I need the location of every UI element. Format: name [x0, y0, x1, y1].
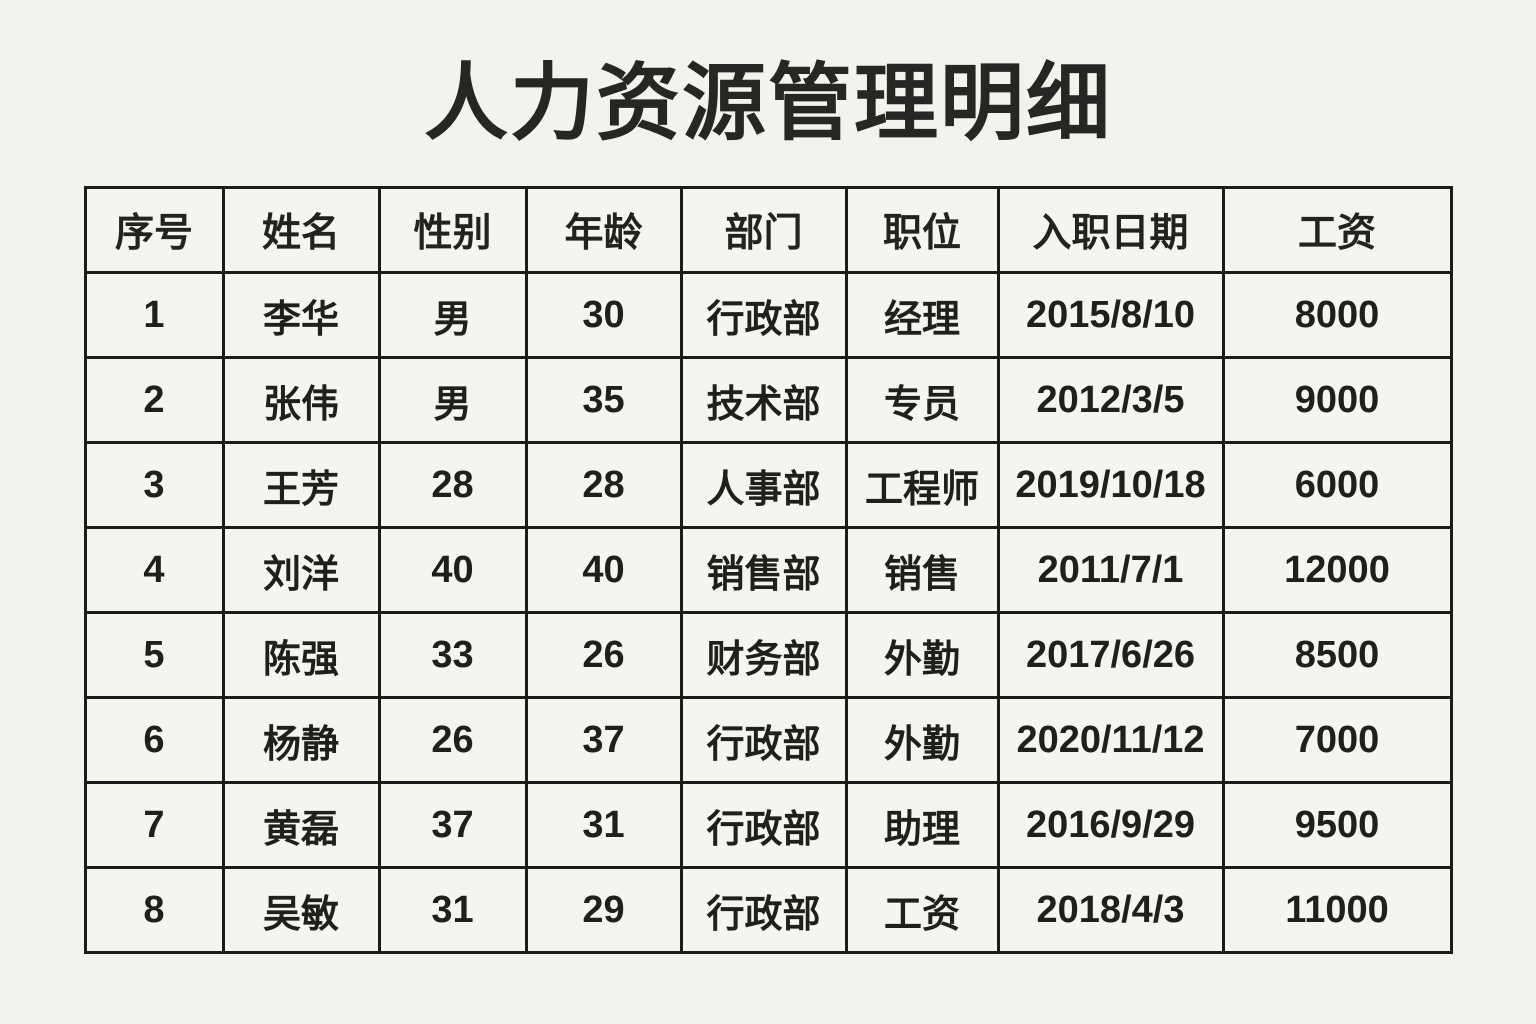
table-row: 7 黄磊 37 31 行政部 助理 2016/9/29 9500 — [83, 781, 1453, 869]
table-row: 2 张伟男 35 技术部 专员 2012/3/5 9000 — [83, 356, 1453, 444]
header-row: 序号 姓名 性别 年龄 部门 职位 入职日期 工资 — [83, 186, 1453, 274]
table-cell: 2 — [83, 356, 225, 444]
table-cell: 杨静 — [221, 696, 381, 784]
table-cell: 7 — [83, 781, 225, 869]
header-cell: 序号 — [83, 186, 225, 274]
table-row: 8 吴敏 31 29 行政部 工资 2018/4/3 11000 — [83, 866, 1453, 954]
table-cell: 吴敏 — [221, 866, 381, 954]
table-cell: 2019/10/18 — [996, 441, 1225, 529]
table-cell: 2012/3/5 — [996, 356, 1225, 444]
table-cell: 行政部 — [679, 696, 848, 784]
table-cell: 40 — [524, 526, 683, 614]
table-cell: 31 — [524, 781, 683, 869]
header-cell: 姓名 — [221, 186, 381, 274]
header-cell: 性别 — [377, 186, 528, 274]
table-cell: 28 — [524, 441, 683, 529]
table-cell: 工资 — [844, 866, 1000, 954]
table-cell: 6000 — [1221, 441, 1453, 529]
table-cell: 2018/4/3 — [996, 866, 1225, 954]
table-row: 5 陈强 33 26 财务部 外勤 2017/6/26 8500 — [83, 611, 1453, 699]
table-cell: 销售 — [844, 526, 1000, 614]
table-cell: 26 — [377, 696, 528, 784]
table-cell: 2020/11/12 — [996, 696, 1225, 784]
page-title: 人力资源管理明细 — [423, 56, 1112, 150]
table-cell: 外勤 — [844, 696, 1000, 784]
table-row: 6 杨静 26 37 行政部 外勤 2020/11/12 7000 — [83, 696, 1453, 784]
table-cell: 40 — [377, 526, 528, 614]
table-cell: 工程师 — [844, 441, 1000, 529]
table-cell: 销售部 — [679, 526, 848, 614]
table-cell: 男 — [377, 271, 528, 359]
table-cell: 8 — [83, 866, 225, 954]
table-cell: 行政部 — [679, 271, 848, 359]
table-cell: 6 — [83, 696, 225, 784]
table-cell: 9500 — [1221, 781, 1453, 869]
table-cell: 4 — [83, 526, 225, 614]
table-cell: 11000 — [1221, 866, 1453, 954]
table-cell: 刘洋 — [221, 526, 381, 614]
table-cell: 8500 — [1221, 611, 1453, 699]
table-body: 1 李华男 30 行政部 经理 2015/8/10 8000 2 张伟男 35 技术部 专员 2012/… — [83, 271, 1453, 954]
table-cell: 3 — [83, 441, 225, 529]
table-cell: 33 — [377, 611, 528, 699]
table-cell: 财务部 — [679, 611, 848, 699]
table-cell: 外勤 — [844, 611, 1000, 699]
table-cell: 2011/7/1 — [996, 526, 1225, 614]
table-cell: 37 — [524, 696, 683, 784]
table-cell: 王芳 — [221, 441, 381, 529]
table-row: 1 李华男 30 行政部 经理 2015/8/10 8000 — [83, 271, 1453, 359]
table-cell: 技术部 — [679, 356, 848, 444]
table-cell: 行政部 — [679, 781, 848, 869]
table-cell: 26 — [524, 611, 683, 699]
table-cell: 人事部 — [679, 441, 848, 529]
table-cell: 李华 — [221, 271, 381, 359]
table-cell: 1 — [83, 271, 225, 359]
table-cell: 31 — [377, 866, 528, 954]
table-cell: 12000 — [1221, 526, 1453, 614]
table-cell: 35 — [524, 356, 683, 444]
table-cell: 8000 — [1221, 271, 1453, 359]
table-cell: 29 — [524, 866, 683, 954]
table-cell: 30 — [524, 271, 683, 359]
table-cell: 张伟 — [221, 356, 381, 444]
header-cell: 年龄 — [524, 186, 683, 274]
table-cell: 7000 — [1221, 696, 1453, 784]
table-cell: 行政部 — [679, 866, 848, 954]
table-cell: 专员 — [844, 356, 1000, 444]
table-cell: 陈强 — [221, 611, 381, 699]
table-cell: 28 — [377, 441, 528, 529]
header-cell: 部门 — [679, 186, 848, 274]
table-cell: 助理 — [844, 781, 1000, 869]
header-cell: 工资 — [1221, 186, 1453, 274]
table-cell: 5 — [83, 611, 225, 699]
table-row: 4 刘洋 40 40 销售部 销售 2011/7/1 12000 — [83, 526, 1453, 614]
table-cell: 2015/8/10 — [996, 271, 1225, 359]
header-cell: 入职日期 — [996, 186, 1225, 274]
hr-table: 序号 姓名 性别 年龄 部门 职位 入职日期 工资 1 李华男 30 行政部 经理 2015/8/10 8… — [83, 186, 1453, 954]
table-row: 3 王芳 28 28 人事部 工程师 2019/10/18 6000 — [83, 441, 1453, 529]
table-cell: 2017/6/26 — [996, 611, 1225, 699]
table-cell: 2016/9/29 — [996, 781, 1225, 869]
table-cell: 男 — [377, 356, 528, 444]
table-cell: 37 — [377, 781, 528, 869]
table-cell: 黄磊 — [221, 781, 381, 869]
header-cell: 职位 — [844, 186, 1000, 274]
table-cell: 9000 — [1221, 356, 1453, 444]
table-cell: 经理 — [844, 271, 1000, 359]
